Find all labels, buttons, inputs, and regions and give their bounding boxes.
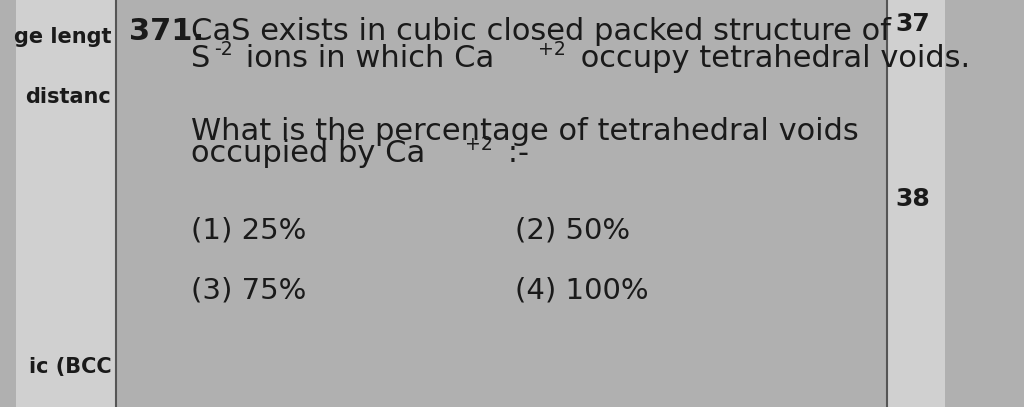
Text: :-: :-: [498, 139, 528, 168]
Bar: [887, 0, 945, 407]
Text: occupy tetrahedral voids.: occupy tetrahedral voids.: [570, 44, 970, 73]
Text: +2: +2: [538, 40, 566, 59]
Text: 37: 37: [896, 12, 931, 36]
Text: (2) 50%: (2) 50%: [515, 217, 630, 245]
Text: 371.: 371.: [129, 17, 205, 46]
Text: CaS exists in cubic closed packed structure of: CaS exists in cubic closed packed struct…: [191, 17, 891, 46]
Text: (3) 75%: (3) 75%: [191, 277, 306, 305]
Text: +2: +2: [465, 135, 494, 154]
Text: (4) 100%: (4) 100%: [515, 277, 648, 305]
Text: S: S: [191, 44, 211, 73]
Text: ge lengt: ge lengt: [14, 27, 112, 47]
Bar: [16, 0, 116, 407]
Text: ic (BCC: ic (BCC: [29, 357, 112, 377]
Text: 38: 38: [896, 187, 931, 211]
Text: -2: -2: [214, 40, 232, 59]
Text: ions in which Ca: ions in which Ca: [236, 44, 494, 73]
Text: occupied by Ca: occupied by Ca: [191, 139, 425, 168]
Text: (1) 25%: (1) 25%: [191, 217, 306, 245]
Text: distanc: distanc: [26, 87, 112, 107]
Text: What is the percentage of tetrahedral voids: What is the percentage of tetrahedral vo…: [191, 117, 859, 146]
